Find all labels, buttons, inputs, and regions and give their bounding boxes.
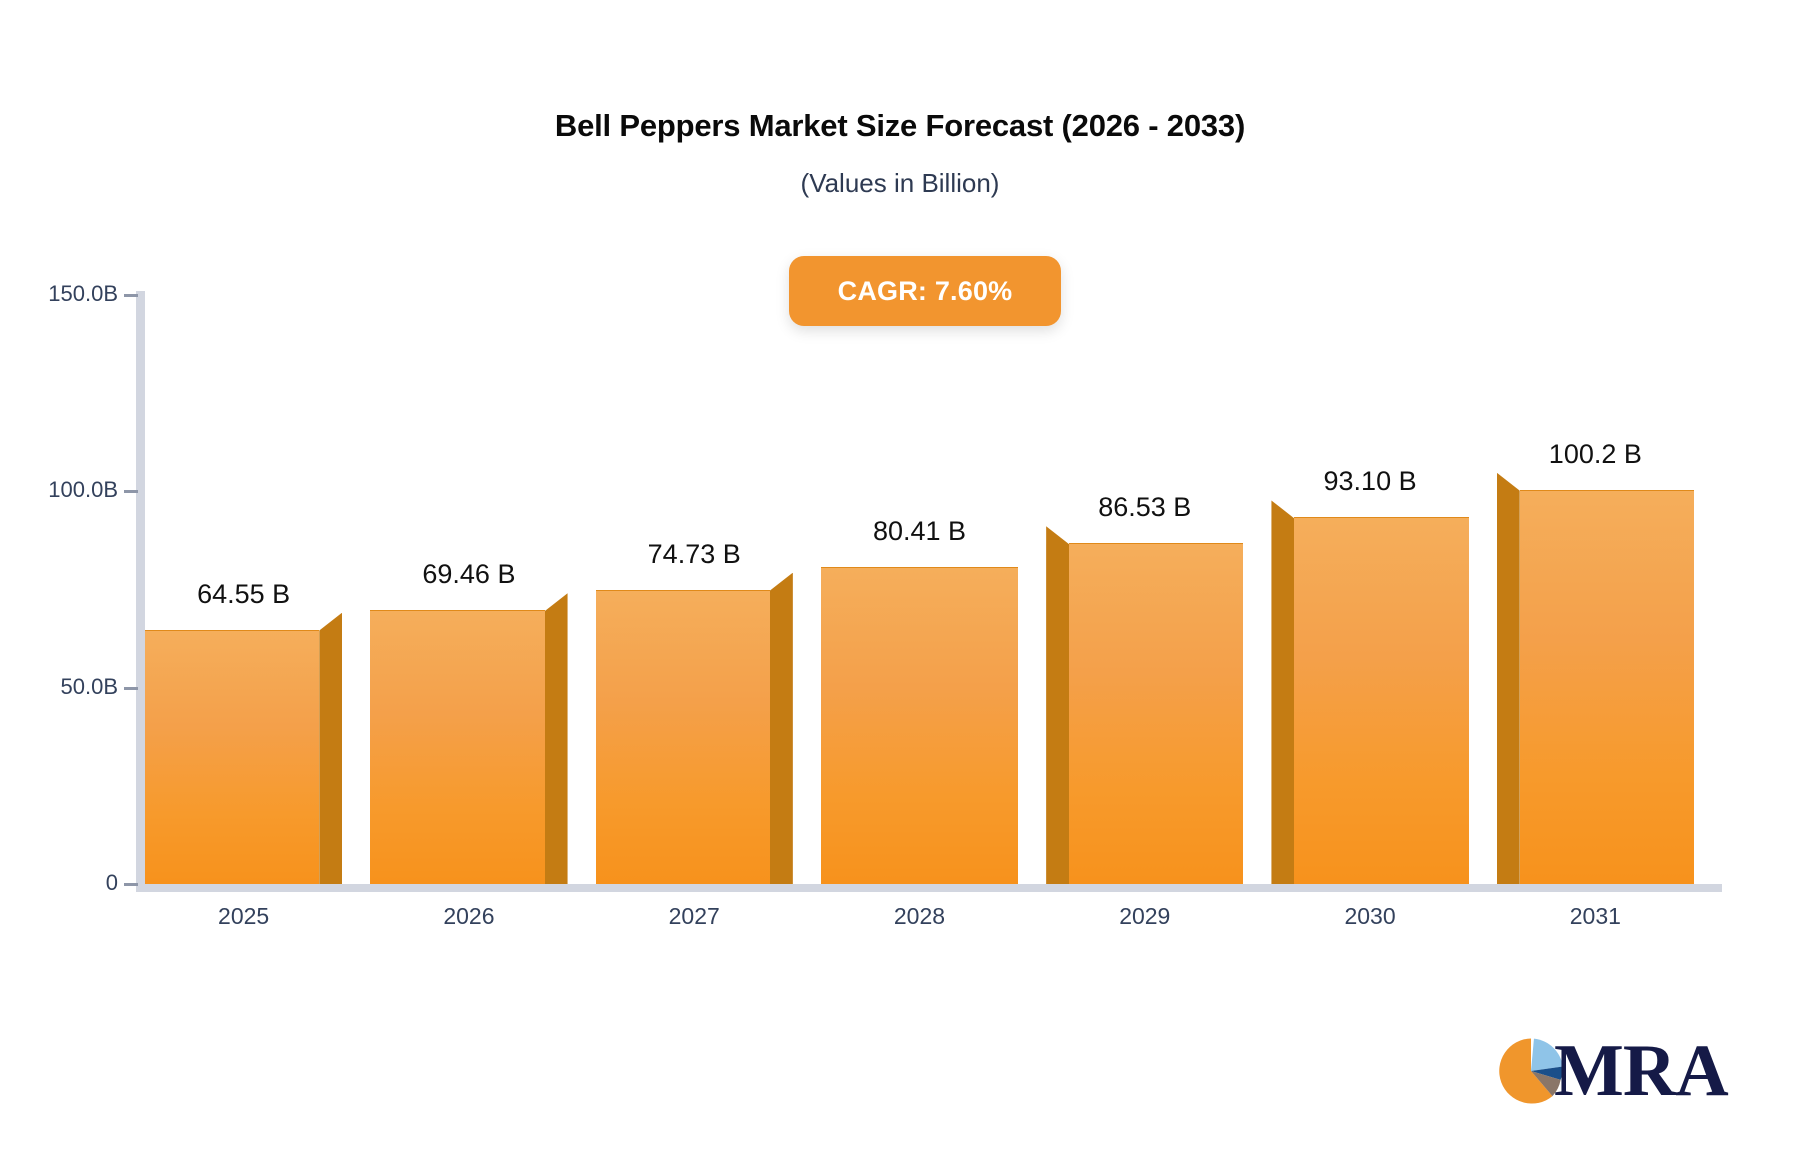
y-axis-line [136,291,145,889]
bar-side-face [544,593,568,884]
bar-value-label: 64.55 B [197,578,291,609]
x-axis-tick-label-2029: 2029 [1119,903,1171,929]
bar-value-label: 69.46 B [422,559,516,590]
y-axis-tick-mark [124,490,138,494]
bar-side-face [319,612,343,884]
y-axis-tick-label: 0 [105,870,118,895]
y-axis-tick-mark [124,686,138,690]
bar-2029[interactable] [1069,543,1244,884]
mra-logo-text: MRA [1554,1030,1729,1112]
x-axis-tick-label-2028: 2028 [893,903,946,929]
x-axis-tick-label-2025: 2025 [218,903,270,929]
bar-2027[interactable] [595,589,770,884]
chart-subtitle: (Values in Billion) [800,168,1000,198]
bar-2031[interactable] [1519,489,1694,884]
cagr-badge-label: CAGR: 7.60% [837,275,1013,306]
cagr-badge: CAGR: 7.60% [789,256,1061,326]
pie-chart-icon [1499,1038,1563,1104]
y-axis-tick-mark [124,294,138,297]
y-axis-tick-label: 100.0B [48,477,118,503]
bar-2030[interactable] [1294,517,1469,884]
bar-2026[interactable] [370,610,545,884]
x-axis-tick-label-2030: 2030 [1344,903,1396,929]
page-title: Bell Peppers Market Size Forecast (2026 … [554,108,1246,143]
x-axis-tick-label-2027: 2027 [668,903,720,929]
y-axis-tick-mark [124,883,138,886]
bar-value-label: 80.41 B [872,516,967,547]
bar-side-face [769,572,793,884]
bar-side-face [1496,472,1520,884]
bar-value-label: 100.2 B [1548,438,1642,469]
y-axis-tick-label: 150.0B [48,281,118,306]
bar-2028[interactable] [820,567,1019,884]
y-axis-tick-label: 50.0B [60,673,119,699]
x-axis-tick-label-2031: 2031 [1569,903,1621,929]
bar-side-face [1271,500,1295,884]
mra-logo: MRA [1494,1028,1729,1114]
x-axis-line [136,884,1722,892]
bar-value-label: 86.53 B [1098,492,1192,523]
bar-value-label: 74.73 B [647,538,741,569]
bar-side-face [1046,526,1070,884]
bar-value-label: 93.10 B [1323,466,1417,497]
bar-2025[interactable] [145,629,320,884]
x-axis-tick-label-2026: 2026 [443,903,495,929]
